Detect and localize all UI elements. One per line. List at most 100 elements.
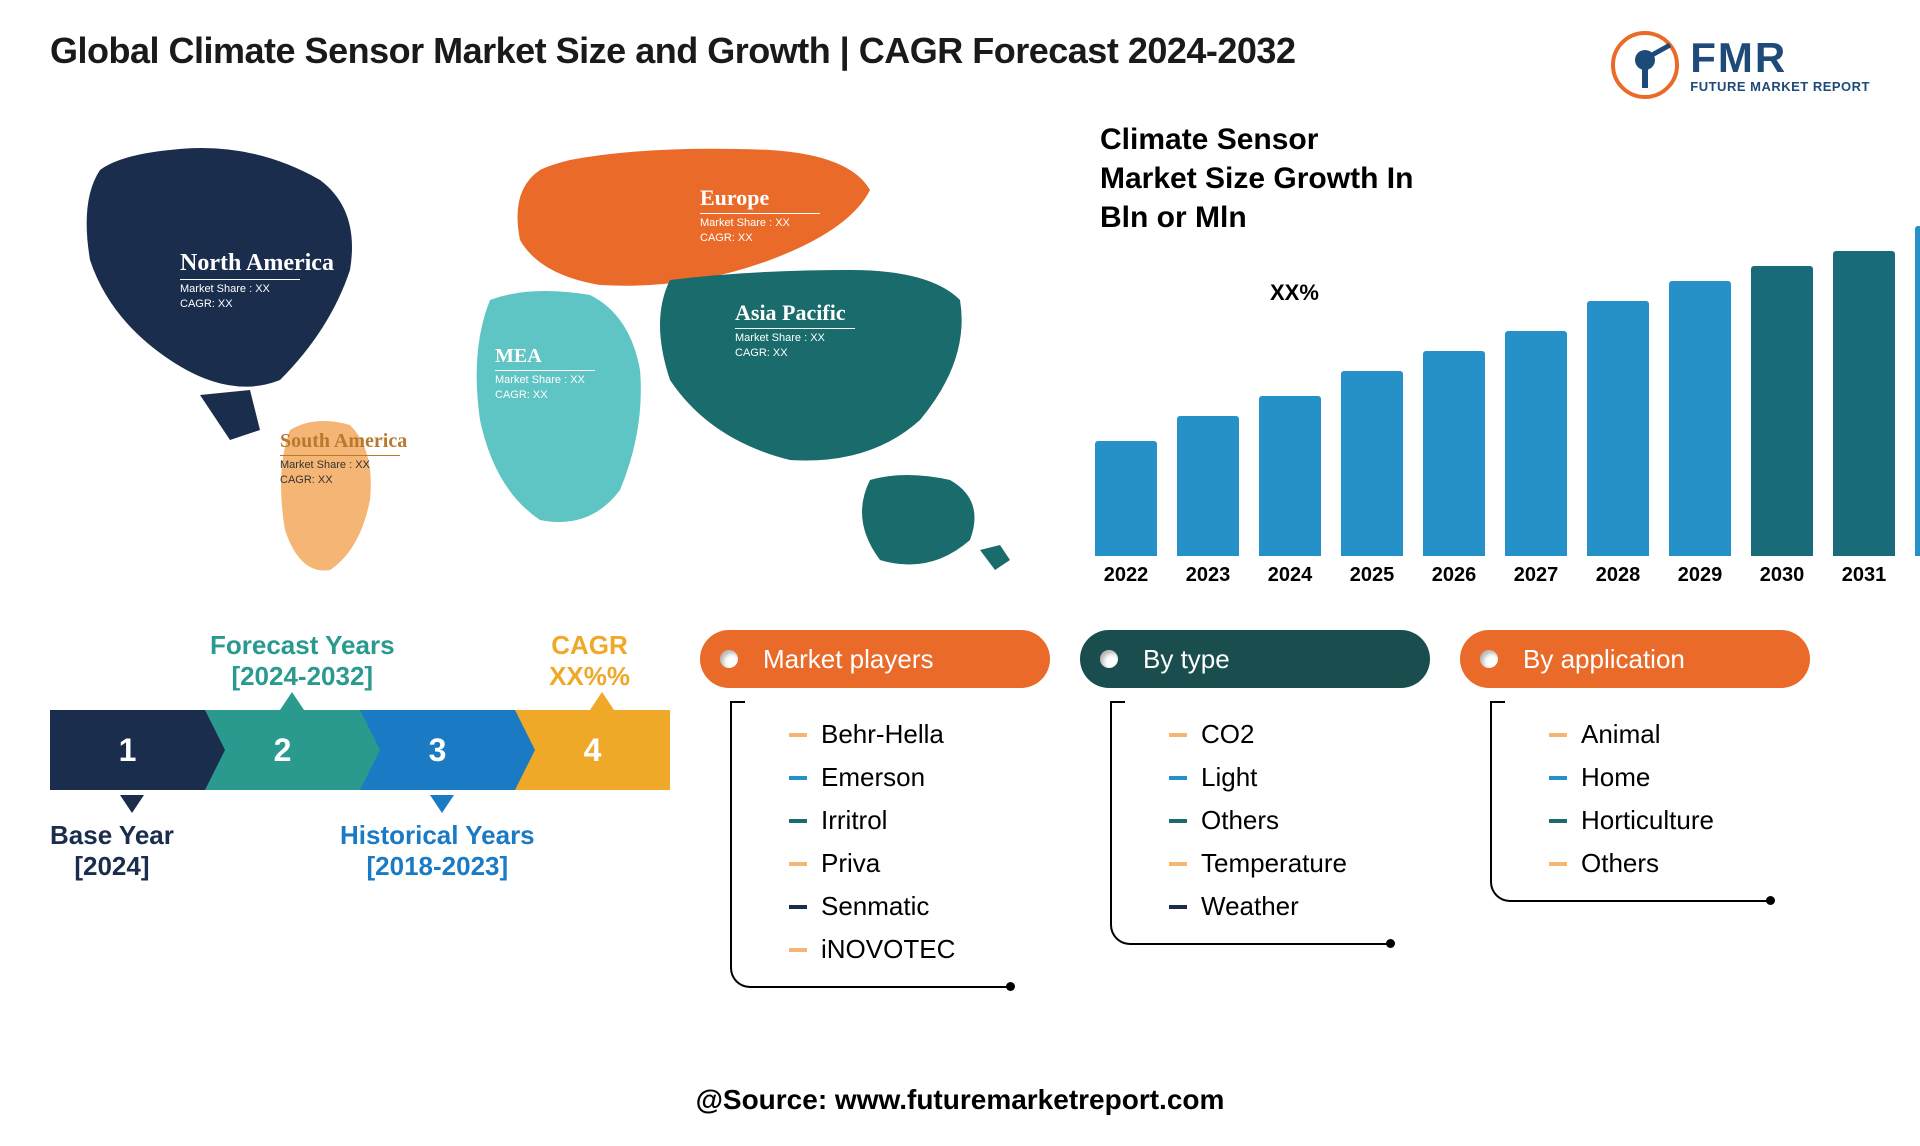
timeline-seg-4: 4 [515, 710, 670, 790]
bar-year-label: 2025 [1350, 564, 1395, 587]
chart-title: Climate Sensor Market Size Growth In Bln… [1100, 120, 1920, 237]
list-by-type: By type CO2 Light Others Temperature Weather [1080, 630, 1430, 988]
bar [1259, 396, 1321, 556]
list-bracket: Animal Home Horticulture Others [1490, 703, 1770, 902]
bullet-icon [789, 819, 807, 823]
bar-year-label: 2023 [1186, 564, 1231, 587]
lists-container: Market playersBehr-HellaEmersonIrritrolP… [700, 630, 1870, 988]
bar-2031: 2031 [1828, 251, 1900, 587]
source-attribution: @Source: www.futuremarketreport.com [696, 1084, 1225, 1116]
bullet-icon [1549, 819, 1567, 823]
list-item-text: Others [1201, 805, 1279, 836]
bullet-icon [789, 862, 807, 866]
list-market-players: Market playersBehr-HellaEmersonIrritrolP… [700, 630, 1050, 988]
bar-year-label: 2022 [1104, 564, 1149, 587]
region-mea: MEA Market Share : XX CAGR: XX [495, 345, 595, 404]
list-item-text: Senmatic [821, 891, 929, 922]
list-item: iNOVOTEC [757, 928, 1010, 971]
list-item: Horticulture [1517, 799, 1770, 842]
bar-2026: 2026 [1418, 351, 1490, 587]
bar [1095, 441, 1157, 556]
bar-chart: 2022 2023 2024 2025 2026 2027 2028 2029 2030 2031… [1070, 247, 1920, 587]
list-item-text: Animal [1581, 719, 1660, 750]
bar [1833, 251, 1895, 556]
bar-year-label: 2027 [1514, 564, 1559, 587]
list-item: Others [1517, 842, 1770, 885]
arrow-forecast [280, 692, 304, 710]
timeline-bar: 1234 [50, 710, 670, 790]
bar-2028: 2028 [1582, 301, 1654, 587]
list-bracket: CO2 Light Others Temperature Weather [1110, 703, 1390, 945]
bullet-icon [1169, 776, 1187, 780]
fmr-logo: FMR FUTURE MARKET REPORT [1610, 30, 1870, 100]
list-item-text: Light [1201, 762, 1257, 793]
list-item-text: Temperature [1201, 848, 1347, 879]
bullet-icon [1169, 862, 1187, 866]
bar-2022: 2022 [1090, 441, 1162, 587]
logo-text-main: FMR [1690, 37, 1870, 79]
list-item: Temperature [1137, 842, 1390, 885]
bar [1669, 281, 1731, 556]
list-item: Emerson [757, 756, 1010, 799]
list-item-text: iNOVOTEC [821, 934, 955, 965]
bar [1423, 351, 1485, 556]
bullet-icon [1169, 819, 1187, 823]
region-south-america: South America Market Share : XX CAGR: XX [280, 430, 407, 489]
list-item: Weather [1137, 885, 1390, 928]
list-item: Senmatic [757, 885, 1010, 928]
forecast-label: Forecast Years [2024-2032] [210, 630, 395, 692]
list-header: By type [1080, 630, 1430, 688]
list-item-text: Others [1581, 848, 1659, 879]
region-asia-pacific: Asia Pacific Market Share : XX CAGR: XX [735, 300, 855, 362]
arrow-base [120, 795, 144, 813]
list-item: Home [1517, 756, 1770, 799]
arrow-cagr [590, 692, 614, 710]
list-item-text: Priva [821, 848, 880, 879]
bar-2029: 2029 [1664, 281, 1736, 587]
bar [1177, 416, 1239, 556]
list-item-text: CO2 [1201, 719, 1254, 750]
bar-chart-section: Climate Sensor Market Size Growth In Bln… [1070, 120, 1920, 590]
bar-2027: 2027 [1500, 331, 1572, 587]
arrow-hist [430, 795, 454, 813]
bar-2024: 2024 [1254, 396, 1326, 587]
bar-year-label: 2031 [1842, 564, 1887, 587]
logo-text-sub: FUTURE MARKET REPORT [1690, 79, 1870, 94]
bar-2030: 2030 [1746, 266, 1818, 587]
list-item-text: Emerson [821, 762, 925, 793]
list-item-text: Horticulture [1581, 805, 1714, 836]
bar-year-label: 2029 [1678, 564, 1723, 587]
timeline: Forecast Years [2024-2032] CAGR XX%% 123… [50, 630, 670, 790]
list-item-text: Irritrol [821, 805, 887, 836]
list-item: CO2 [1137, 713, 1390, 756]
header: Global Climate Sensor Market Size and Gr… [50, 30, 1870, 100]
list-item-text: Home [1581, 762, 1650, 793]
bar [1587, 301, 1649, 556]
list-by-application: By application Animal Home Horticulture Othe… [1460, 630, 1810, 988]
hist-label: Historical Years [2018-2023] [340, 820, 535, 882]
bar [1505, 331, 1567, 556]
bar-year-label: 2026 [1432, 564, 1477, 587]
bar [1915, 226, 1920, 556]
base-label: Base Year [2024] [50, 820, 174, 882]
world-map: North America Market Share : XX CAGR: XX… [50, 120, 1030, 590]
bar-year-label: 2028 [1596, 564, 1641, 587]
list-item: Priva [757, 842, 1010, 885]
list-header: By application [1460, 630, 1810, 688]
bar [1341, 371, 1403, 556]
telescope-icon [1610, 30, 1680, 100]
cagr-label: CAGR XX%% [549, 630, 630, 692]
region-europe: Europe Market Share : XX CAGR: XX [700, 185, 820, 247]
bullet-icon [1549, 733, 1567, 737]
bar-2025: 2025 [1336, 371, 1408, 587]
region-north-america: North America Market Share : XX CAGR: XX [180, 250, 334, 313]
bullet-icon [789, 905, 807, 909]
list-item: Light [1137, 756, 1390, 799]
list-item: Animal [1517, 713, 1770, 756]
list-item: Irritrol [757, 799, 1010, 842]
list-item: Others [1137, 799, 1390, 842]
list-item: Behr-Hella [757, 713, 1010, 756]
bullet-icon [789, 733, 807, 737]
bullet-icon [1169, 733, 1187, 737]
list-item-text: Behr-Hella [821, 719, 944, 750]
